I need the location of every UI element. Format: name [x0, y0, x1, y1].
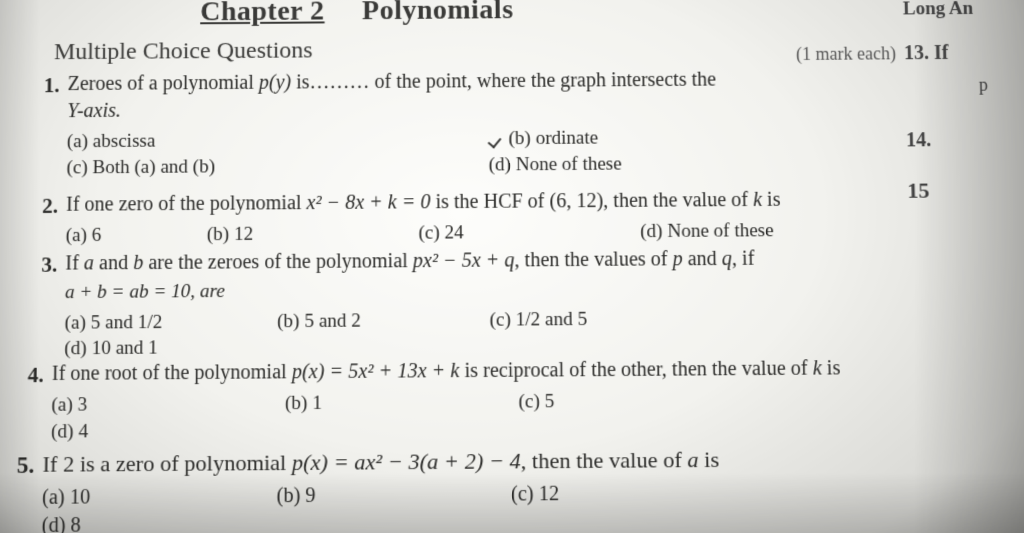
- check-icon: [488, 132, 506, 146]
- right-q13: 13. If: [904, 41, 949, 63]
- q5-opt-b: (b) 9: [277, 481, 512, 511]
- q5-number: 5.: [0, 449, 35, 481]
- q4-opt-a: (a) 3: [51, 391, 285, 419]
- q5-stem: If 2 is a zero of polynomial p(x) = ax² …: [42, 443, 910, 480]
- q2-stem: If one zero of the polynomial x² − 8x + …: [66, 186, 904, 219]
- q3-sub: a + b = ab = 10, are: [65, 274, 906, 306]
- q4-opt-b: (b) 1: [285, 389, 519, 417]
- q4-opt-c: (c) 5: [518, 387, 752, 415]
- q3-stem: If a and b are the zeroes of the polynom…: [65, 244, 905, 277]
- question-4: 4. If one root of the polynomial p(x) = …: [2, 354, 909, 445]
- q1-opt-b: (b) ordinate: [488, 124, 830, 152]
- question-2: 2. If one zero of the polynomial x² − 8x…: [17, 186, 904, 250]
- q5-opt-a: (a) 10: [42, 482, 277, 512]
- right-column-fragment: Long An 13. If p 14. 15: [903, 0, 1024, 206]
- q4-opt-d: (d) 4: [51, 417, 285, 445]
- q1-number: 1.: [19, 71, 59, 100]
- question-1: 1. Zeroes of a polynomial p(y) is……… of …: [18, 65, 903, 181]
- q2-opt-a: (a) 6: [66, 222, 207, 249]
- q5-opt-d: (d) 8: [42, 510, 277, 533]
- q2-number: 2.: [18, 192, 59, 221]
- right-p: p: [979, 74, 989, 94]
- q1-opt-c: (c) Both (a) and (b): [66, 153, 408, 181]
- right-q15: 15: [907, 172, 1024, 206]
- q3-opt-c: (c) 1/2 and 5: [490, 305, 703, 333]
- q1-opt-d: (d) None of these: [489, 150, 831, 178]
- right-q14: 14.: [906, 124, 1024, 155]
- q2-opt-b: (b) 12: [207, 220, 419, 247]
- q1-opt-a: (a) abscissa: [67, 127, 409, 155]
- q5-opt-c: (c) 12: [511, 479, 746, 509]
- question-3: 3. If a and b are the zeroes of the poly…: [15, 244, 907, 362]
- chapter-prefix: Chapter 2: [200, 0, 324, 27]
- q4-stem: If one root of the polynomial p(x) = 5x²…: [52, 354, 908, 388]
- chapter-title: Polynomials: [362, 0, 514, 26]
- page: Chapter 2 Polynomials Long An 13. If p 1…: [0, 0, 1024, 533]
- mark-note: (1 mark each): [796, 43, 896, 65]
- chapter-heading: Chapter 2 Polynomials: [200, 0, 513, 28]
- question-5: 5. If 2 is a zero of polynomial p(x) = a…: [0, 443, 912, 533]
- right-longans: Long An: [903, 0, 1024, 24]
- q3-opt-a: (a) 5 and 1/2: [64, 308, 277, 336]
- section-title: Multiple Choice Questions: [54, 37, 313, 66]
- q3-opt-b: (b) 5 and 2: [277, 307, 490, 335]
- q2-opt-c: (c) 24: [418, 219, 640, 247]
- q4-number: 4.: [3, 361, 44, 390]
- q2-opt-d: (d) None of these: [640, 217, 842, 244]
- q3-number: 3.: [17, 250, 58, 279]
